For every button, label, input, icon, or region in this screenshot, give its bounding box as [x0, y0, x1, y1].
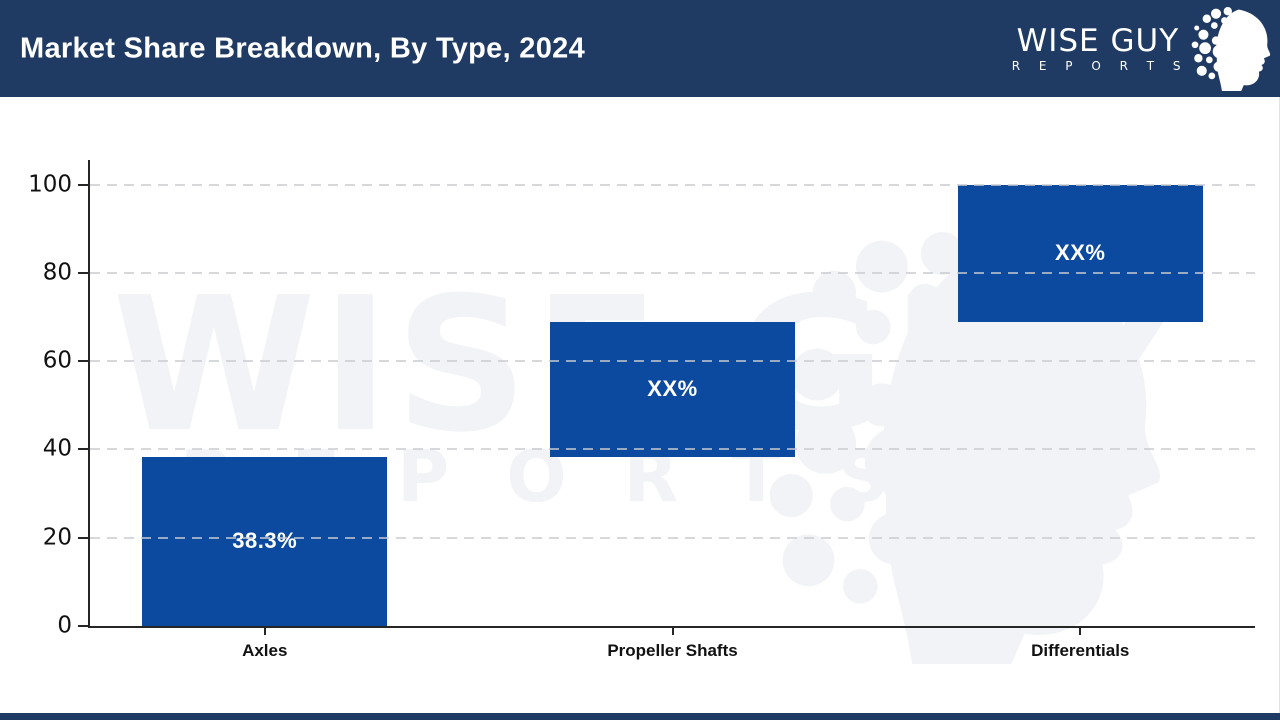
x-category-label-2: Propeller Shafts: [607, 641, 738, 660]
face-profile-icon: [1191, 7, 1271, 91]
bar-value-label: XX%: [1055, 240, 1106, 266]
y-tick-label-80: 80: [42, 259, 72, 286]
y-tick-mark-60: [78, 360, 88, 363]
x-tick-mark-2: [671, 626, 674, 635]
bar-differentials: XX%: [957, 184, 1203, 322]
page-title: Market Share Breakdown, By Type, 2024: [20, 32, 586, 64]
y-tick-mark-20: [78, 536, 88, 539]
y-tick-label-60: 60: [42, 347, 72, 374]
footer-bar: [0, 713, 1280, 720]
chart-area: WISE GUY REPORTS 0 20 40 60 80 100 38.3% Axles X…: [0, 97, 1280, 713]
y-tick-label-0: 0: [57, 612, 72, 639]
y-tick-mark-80: [78, 271, 88, 274]
brand-logo-text: WISE GUY R E P O R T S: [1008, 25, 1188, 74]
plot-area: 0 20 40 60 80 100 38.3% Axles XX% Propeller Shaft…: [28, 160, 1255, 660]
brand-name: WISE GUY: [1016, 22, 1180, 59]
bar-axles: 38.3%: [142, 456, 388, 626]
bar-propeller-shafts: XX%: [550, 321, 795, 457]
y-tick-label-20: 20: [42, 524, 72, 551]
x-tick-mark-3: [1079, 626, 1082, 635]
y-tick-mark-0: [78, 625, 88, 627]
brand-subtitle: R E P O R T S: [1011, 59, 1188, 74]
y-tick-label-40: 40: [42, 435, 72, 462]
bar-value-label: XX%: [647, 376, 698, 402]
y-tick-mark-40: [78, 448, 88, 451]
header-bar: Market Share Breakdown, By Type, 2024 WI…: [0, 0, 1280, 97]
bar-value-label: 38.3%: [232, 528, 298, 554]
y-tick-mark-100: [78, 183, 88, 186]
x-tick-mark-1: [263, 626, 266, 635]
brand-logo: WISE GUY R E P O R T S: [1008, 5, 1274, 93]
y-tick-label-100: 100: [28, 171, 72, 198]
x-category-label-1: Axles: [242, 641, 288, 660]
x-category-label-3: Differentials: [1031, 641, 1130, 660]
